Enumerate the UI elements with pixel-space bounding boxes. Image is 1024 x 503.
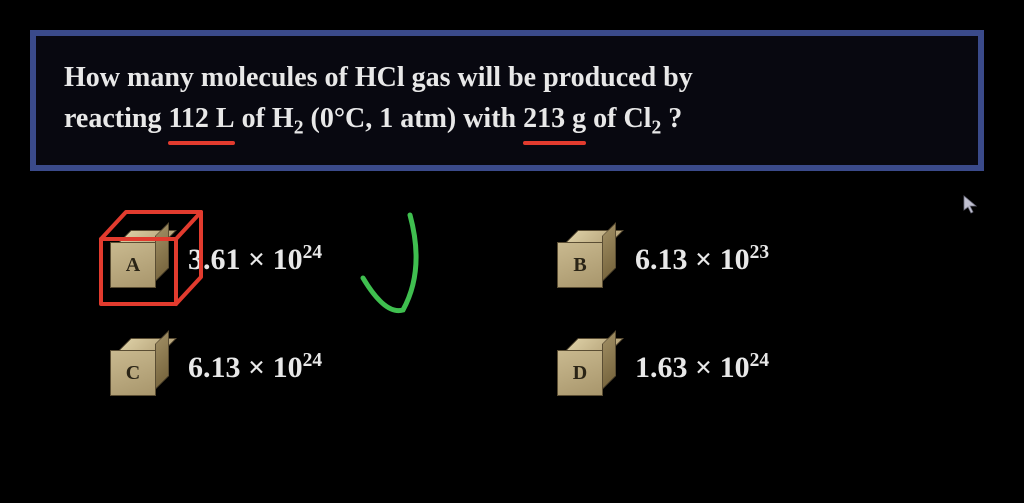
- question-frame: How many molecules of HCl gas will be pr…: [30, 30, 984, 171]
- q-underline-112L: 112 L: [168, 99, 234, 140]
- option-b[interactable]: B 6.13 × 1023: [557, 230, 964, 288]
- q-sub-cl2: 2: [651, 117, 661, 138]
- option-b-coef: 6.13 × 10: [635, 243, 750, 276]
- option-c-label: 6.13 × 1024: [188, 350, 322, 385]
- option-c-letter: C: [110, 350, 156, 396]
- option-a[interactable]: A 3.61 × 1024: [110, 230, 517, 288]
- option-c-cube-icon: C: [110, 338, 168, 396]
- option-c-coef: 6.13 × 10: [188, 351, 303, 384]
- option-d-cube-icon: D: [557, 338, 615, 396]
- option-a-coef: 3.61 × 10: [188, 243, 303, 276]
- option-d[interactable]: D 1.63 × 1024: [557, 338, 964, 396]
- option-b-cube-icon: B: [557, 230, 615, 288]
- option-a-exp: 24: [303, 242, 323, 263]
- q-line2a: reacting: [64, 103, 168, 134]
- option-b-exp: 23: [750, 242, 770, 263]
- options-grid: A 3.61 × 1024 B 6.13 × 1023 C 6.13 × 102…: [110, 230, 964, 396]
- q-underline-213g: 213 g: [523, 99, 586, 140]
- q-line2c: (0°C, 1 atm) with: [304, 103, 524, 134]
- q-line2e: ?: [661, 103, 682, 134]
- option-d-coef: 1.63 × 10: [635, 351, 750, 384]
- cursor-icon: [963, 195, 979, 220]
- option-a-cube-icon: A: [110, 230, 168, 288]
- option-d-exp: 24: [750, 350, 770, 371]
- option-a-letter: A: [110, 242, 156, 288]
- q-line1: How many molecules of HCl gas will be pr…: [64, 62, 693, 93]
- option-b-label: 6.13 × 1023: [635, 242, 769, 277]
- option-a-label: 3.61 × 1024: [188, 242, 322, 277]
- q-line2b: of H: [235, 103, 294, 134]
- q-sub-h2: 2: [294, 117, 304, 138]
- question-text: How many molecules of HCl gas will be pr…: [64, 58, 950, 143]
- option-d-letter: D: [557, 350, 603, 396]
- option-c[interactable]: C 6.13 × 1024: [110, 338, 517, 396]
- q-line2d: of Cl: [586, 103, 651, 134]
- option-c-exp: 24: [303, 350, 323, 371]
- option-d-label: 1.63 × 1024: [635, 350, 769, 385]
- option-b-letter: B: [557, 242, 603, 288]
